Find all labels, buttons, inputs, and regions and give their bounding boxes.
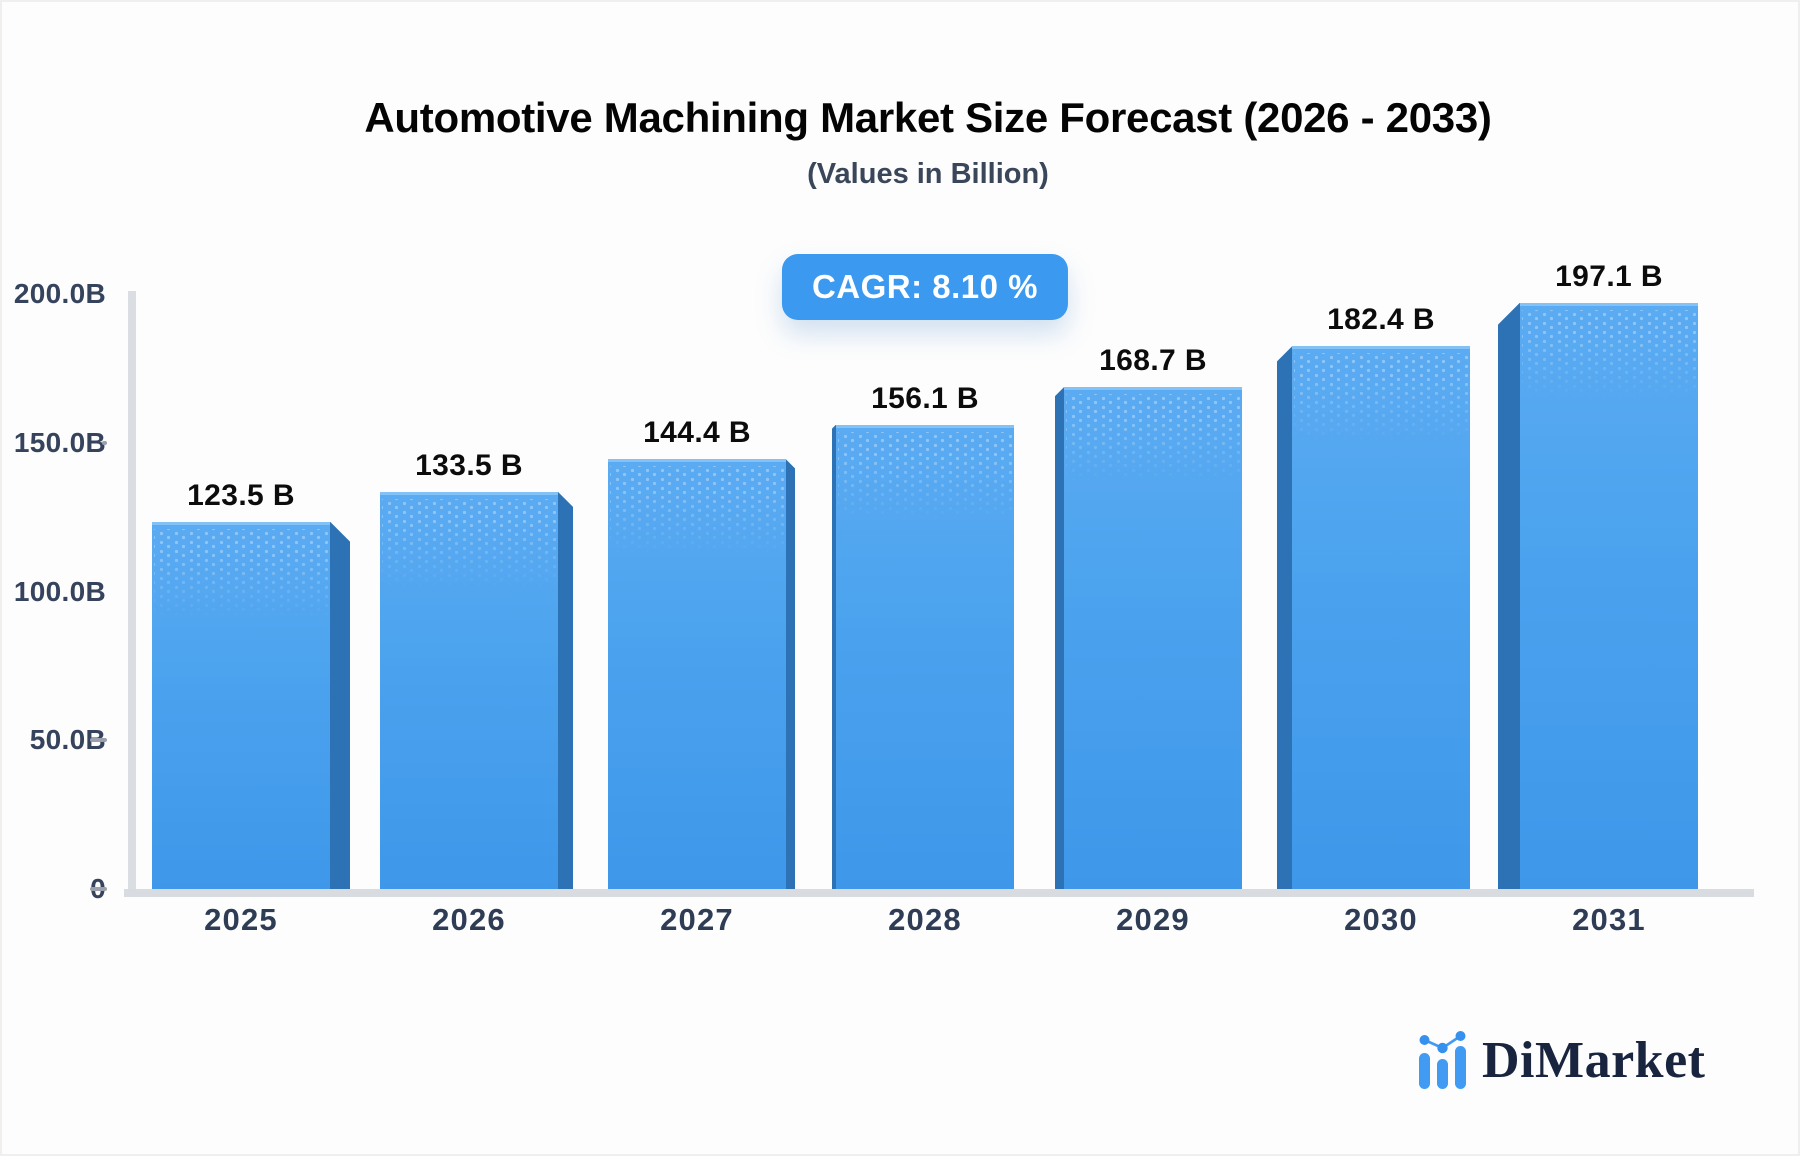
bar-value-label: 144.4 B [643,416,751,450]
bar-2030 [1292,346,1470,889]
y-axis-line [128,291,136,896]
bar-value-label: 168.7 B [1099,344,1207,378]
y-axis-tick-mark [90,887,107,891]
y-axis-tick-label: 200.0B [13,278,106,309]
bar-2026-3d-side [558,491,573,889]
bar-value-label: 133.5 B [415,448,523,482]
bar-chart-trend-icon [1419,1031,1466,1089]
bar-value-label: 123.5 B [187,478,295,512]
y-axis-tick-label: 100.0B [13,575,106,607]
logo-text: DiMarket [1482,1032,1706,1089]
x-axis-category-label: 2026 [432,902,506,937]
bar-2031-3d-side [1498,302,1520,889]
x-axis-category-label: 2030 [1344,902,1418,937]
y-axis-tick-mark [90,738,107,743]
y-axis-tick-label: 150.0B [13,426,106,458]
bar-2025 [152,521,330,889]
bar-value-label: 182.4 B [1327,303,1435,337]
cagr-badge: CAGR: 8.10 % [781,254,1069,320]
bar-2028 [836,424,1014,889]
x-axis-category-label: 2025 [204,902,278,937]
bar-2030-3d-side [1277,346,1292,889]
bar-2029 [1064,387,1242,889]
bar-2031 [1520,302,1698,889]
chart-title: Automotive Machining Market Size Forecas… [364,94,1492,141]
bar-value-label: 156.1 B [871,381,979,415]
bar-value-label: 197.1 B [1555,259,1663,293]
bar-2029-3d-side [1055,387,1064,889]
bar-2025-3d-side [330,521,350,889]
x-axis-category-label: 2031 [1572,902,1646,937]
x-axis-category-label: 2028 [888,902,962,937]
x-axis-baseline [124,889,1754,897]
x-axis-category-label: 2029 [1116,902,1190,937]
bar-2027 [608,459,786,889]
y-axis-tick-mark [102,440,107,445]
bar-2028-3d-side [832,424,836,889]
bar-2026 [380,491,558,889]
chart-header: Automotive Machining Market Size Forecas… [58,94,1798,191]
chart-subtitle: (Values in Billion) [807,158,1049,190]
bar-2027-3d-side [786,459,795,889]
x-axis-category-label: 2027 [660,902,734,937]
brand-logo: DiMarket [1417,1028,1705,1090]
